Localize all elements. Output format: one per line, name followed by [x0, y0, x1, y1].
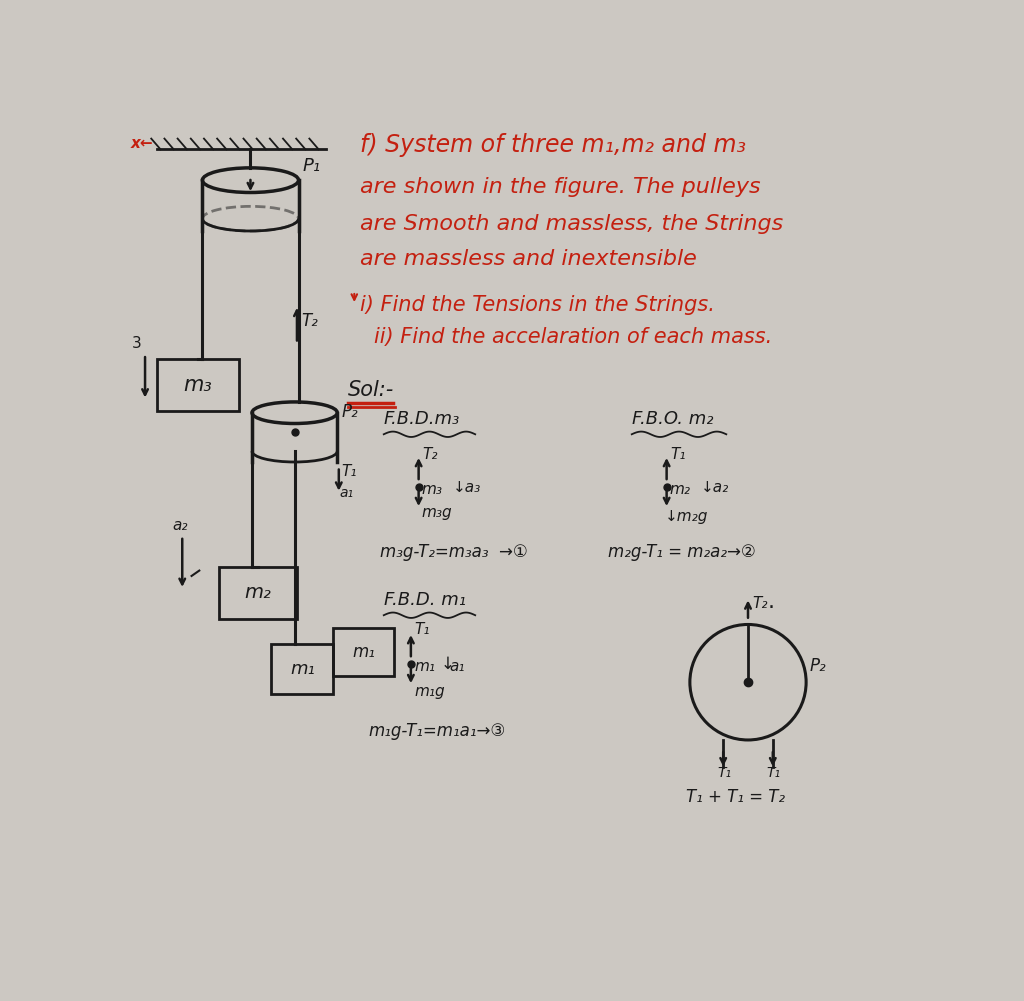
Text: T₁: T₁: [415, 622, 430, 637]
Text: P₂: P₂: [810, 657, 826, 675]
Text: F.B.D.m₃: F.B.D.m₃: [384, 410, 460, 428]
Text: T₂: T₂: [423, 446, 438, 461]
Text: m₁g-T₁=m₁a₁→③: m₁g-T₁=m₁a₁→③: [369, 722, 506, 740]
Text: P₁: P₁: [302, 157, 321, 175]
Bar: [334, 629, 394, 676]
Text: m₃g: m₃g: [422, 506, 453, 521]
Text: a₁: a₁: [340, 486, 353, 500]
Text: F.B.D. m₁: F.B.D. m₁: [384, 592, 466, 610]
Text: m₂: m₂: [670, 482, 691, 497]
Text: F.B.O. m₂: F.B.O. m₂: [632, 410, 714, 428]
Text: T₁: T₁: [717, 766, 731, 780]
Text: m₁: m₁: [414, 660, 435, 675]
Text: .: .: [767, 592, 774, 612]
Text: i) Find the Tensions in the Strings.: i) Find the Tensions in the Strings.: [360, 295, 716, 315]
Text: T₁ + T₁ = T₂: T₁ + T₁ = T₂: [686, 788, 785, 806]
Text: m₂: m₂: [245, 584, 271, 603]
Text: P₂: P₂: [341, 402, 357, 420]
Text: are Smooth and massless, the Strings: are Smooth and massless, the Strings: [360, 214, 783, 234]
Text: 3: 3: [132, 336, 141, 351]
Text: a₂: a₂: [172, 518, 187, 533]
Text: T₁: T₁: [341, 463, 356, 478]
Text: m₁: m₁: [290, 660, 314, 678]
Text: m₂g-T₁ = m₂a₂→②: m₂g-T₁ = m₂a₂→②: [608, 544, 757, 562]
Text: ii) Find the accelaration of each mass.: ii) Find the accelaration of each mass.: [375, 327, 773, 347]
Text: x←: x←: [130, 136, 153, 151]
Text: m₃: m₃: [422, 482, 442, 497]
Text: T₁: T₁: [671, 446, 686, 461]
Text: T₂: T₂: [752, 596, 767, 611]
Text: ↓m₂g: ↓m₂g: [665, 509, 709, 524]
Text: m₁g: m₁g: [414, 684, 444, 699]
Text: m₁: m₁: [352, 644, 375, 662]
Text: ↓a₂: ↓a₂: [700, 480, 729, 495]
Bar: [158, 358, 239, 411]
Text: are shown in the figure. The pulleys: are shown in the figure. The pulleys: [360, 177, 761, 197]
Text: Sol:-: Sol:-: [348, 379, 394, 399]
Text: a₁: a₁: [450, 660, 465, 675]
Text: ↓: ↓: [440, 655, 455, 673]
Bar: [271, 644, 334, 694]
Text: f) System of three m₁,m₂ and m₃: f) System of three m₁,m₂ and m₃: [360, 133, 746, 157]
Text: are massless and inextensible: are massless and inextensible: [360, 249, 697, 269]
Text: T₂: T₂: [301, 312, 317, 330]
Text: m₃: m₃: [183, 375, 213, 395]
Text: T₁: T₁: [767, 766, 780, 780]
Text: m₃g-T₂=m₃a₃  →①: m₃g-T₂=m₃a₃ →①: [380, 544, 527, 562]
Text: ↓a₃: ↓a₃: [453, 480, 481, 495]
Bar: [219, 567, 297, 619]
